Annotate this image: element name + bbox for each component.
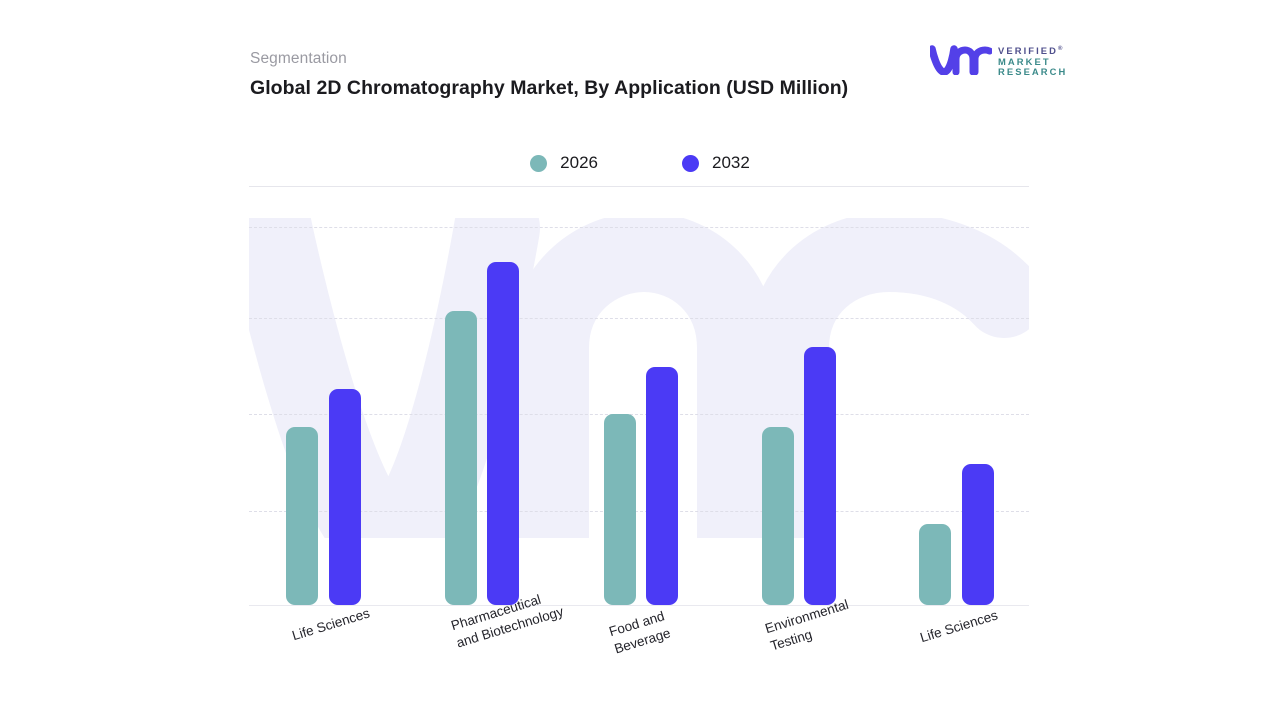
header-divider (249, 186, 1029, 187)
legend-swatch-2032 (682, 154, 699, 172)
chart-legend: 2026 2032 (250, 150, 1030, 176)
bar-2026-pharmaceutical-and-biotechnology[interactable] (445, 311, 477, 605)
legend-label-2026: 2026 (560, 153, 598, 172)
gridline-3 (249, 414, 1029, 415)
legend-label-2032: 2032 (712, 153, 750, 172)
x-axis-labels: Life Sciences Pharmaceutical and Biotech… (249, 592, 1029, 716)
bar-2032-life-sciences-2[interactable] (962, 464, 994, 605)
registered-mark: ® (1058, 46, 1065, 52)
bar-2026-environmental-testing[interactable] (762, 427, 794, 605)
logo-line-research: RESEARCH (998, 66, 1068, 78)
gridline-1 (249, 227, 1029, 228)
bar-2026-life-sciences[interactable] (286, 427, 318, 605)
x-label-food-and-beverage: Food and Beverage (607, 608, 673, 657)
bar-2026-life-sciences-2[interactable] (919, 524, 951, 605)
gridline-2 (249, 318, 1029, 319)
legend-item-2032[interactable]: 2032 (682, 153, 750, 173)
verified-market-research-logo: VERIFIED® MARKET RESEARCH (930, 43, 1065, 79)
vmr-watermark-icon (249, 218, 1029, 538)
x-label-life-sciences: Life Sciences (290, 605, 372, 644)
bar-2032-food-and-beverage[interactable] (646, 367, 678, 605)
gridline-4 (249, 511, 1029, 512)
vmr-monogram-icon (930, 45, 992, 75)
logo-line-verified: VERIFIED® (998, 45, 1065, 57)
x-label-life-sciences-2: Life Sciences (918, 607, 1000, 646)
bar-2032-pharmaceutical-and-biotechnology[interactable] (487, 262, 519, 605)
segmentation-eyebrow: Segmentation (250, 50, 347, 67)
plot-area (249, 210, 1029, 606)
bar-2032-life-sciences[interactable] (329, 389, 361, 605)
logo-wordmark: VERIFIED® MARKET RESEARCH (998, 44, 1067, 78)
bar-2032-environmental-testing[interactable] (804, 347, 836, 605)
vmr-watermark (249, 218, 1029, 538)
page-title: Global 2D Chromatography Market, By Appl… (250, 77, 849, 99)
legend-swatch-2026 (530, 154, 548, 172)
logo-line-market: MARKET (998, 55, 1051, 67)
legend-item-2026[interactable]: 2026 (530, 153, 598, 173)
x-axis-baseline (249, 605, 1029, 606)
bar-2026-food-and-beverage[interactable] (604, 414, 636, 605)
